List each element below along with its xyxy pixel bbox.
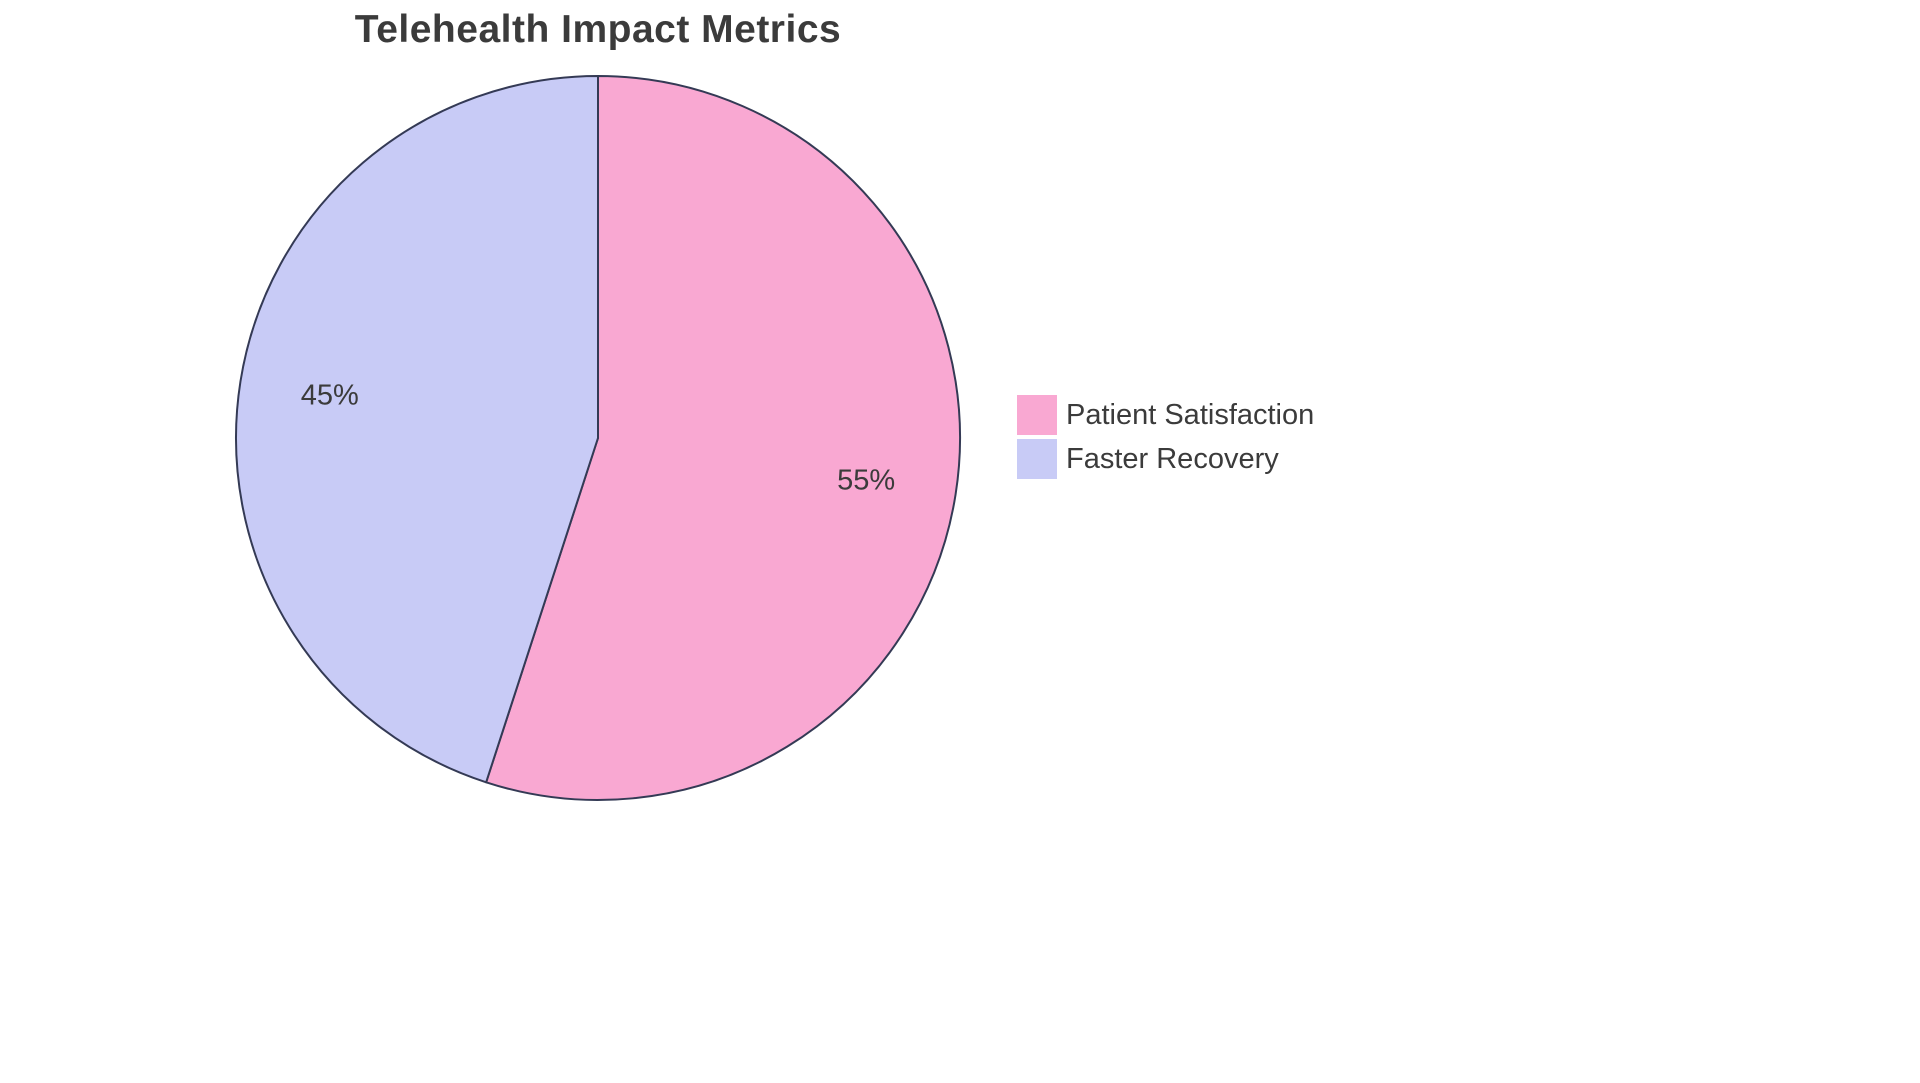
pie-slice-patient-satisfaction	[485, 75, 962, 801]
legend-item: Patient Satisfaction	[1017, 395, 1314, 435]
legend-swatch-patient-satisfaction	[1017, 395, 1057, 435]
legend-label: Faster Recovery	[1066, 442, 1279, 475]
legend: Patient Satisfaction Faster Recovery	[1017, 395, 1314, 479]
pie-slice-percentage-label: 55%	[837, 465, 895, 497]
chart-title: Telehealth Impact Metrics	[354, 8, 842, 51]
pie-labels-group: 55% 45%	[301, 380, 895, 497]
pie-slice-percentage-label: 45%	[301, 380, 359, 412]
pie-slice-faster-recovery	[235, 75, 599, 784]
legend-item: Faster Recovery	[1017, 439, 1314, 479]
legend-swatch-faster-recovery	[1017, 439, 1057, 479]
pie-slices-group	[235, 75, 962, 801]
legend-label: Patient Satisfaction	[1066, 398, 1315, 431]
